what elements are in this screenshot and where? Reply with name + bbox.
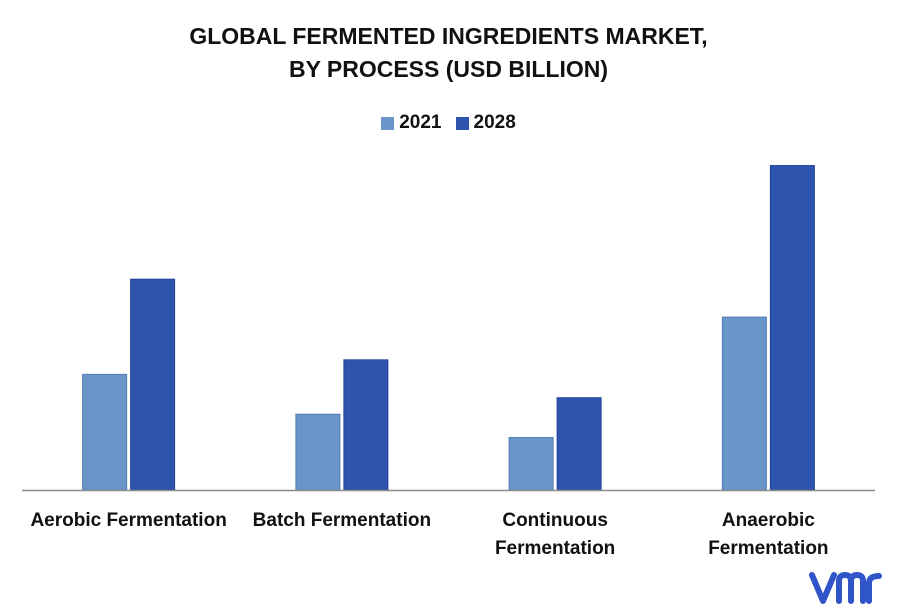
bar-2021-3 <box>508 437 554 491</box>
x-tick-label-3: Fermentation <box>495 538 615 559</box>
chart-title-line-2: BY PROCESS (USD BILLION) <box>288 56 609 82</box>
x-tick-label-3: Continuous <box>502 510 608 531</box>
legend-item-2028: 2028 <box>455 112 516 134</box>
x-tick-label-4: Fermentation <box>708 538 828 559</box>
legend-swatch-2021 <box>381 116 395 130</box>
x-tick-label-1: Aerobic Fermentation <box>30 510 226 531</box>
bar-2021-4 <box>721 316 767 491</box>
legend-swatch-2028 <box>455 116 469 130</box>
legend-label-2028: 2028 <box>473 112 516 133</box>
chart-title-line-1: GLOBAL FERMENTED INGREDIENTS MARKET, <box>189 23 708 49</box>
bar-2028-1 <box>130 278 176 491</box>
chart-legend: 2021 2028 <box>0 112 897 134</box>
x-tick-label-4: Anaerobic <box>722 510 815 531</box>
bar-2028-3 <box>556 397 602 491</box>
bar-2028-2 <box>343 359 389 491</box>
vmr-logo-icon <box>809 572 882 604</box>
chart-title: GLOBAL FERMENTED INGREDIENTS MARKET, BY … <box>0 20 897 86</box>
bar-2028-4 <box>769 165 815 491</box>
x-tick-label-2: Batch Fermentation <box>253 510 431 531</box>
bar-2021-2 <box>295 413 341 491</box>
bar-2021-1 <box>82 373 128 491</box>
legend-label-2021: 2021 <box>399 112 442 133</box>
legend-item-2021: 2021 <box>381 112 442 134</box>
